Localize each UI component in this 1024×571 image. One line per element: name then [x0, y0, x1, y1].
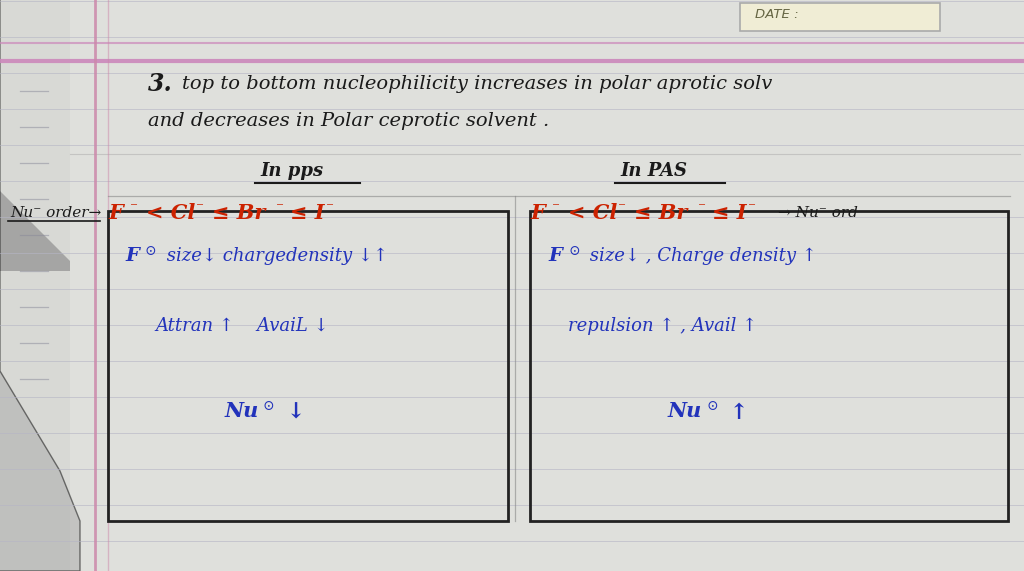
Text: ≤ I: ≤ I — [712, 203, 746, 223]
Text: In pps: In pps — [260, 162, 324, 180]
Text: repulsion ↑ , Avail ↑: repulsion ↑ , Avail ↑ — [568, 317, 758, 335]
Polygon shape — [0, 0, 80, 271]
Text: ↓: ↓ — [279, 402, 305, 424]
Bar — [108, 211, 508, 521]
Text: DATE :: DATE : — [755, 7, 799, 21]
Bar — [740, 3, 940, 31]
Text: < Cl: < Cl — [146, 203, 196, 223]
Text: ≤ Br: ≤ Br — [212, 203, 265, 223]
Text: In PAS: In PAS — [620, 162, 687, 180]
Text: ⁻: ⁻ — [618, 202, 626, 216]
Text: F: F — [108, 203, 123, 223]
Text: ⁻: ⁻ — [748, 202, 756, 216]
Text: < Cl: < Cl — [568, 203, 617, 223]
Text: ⊙: ⊙ — [263, 399, 274, 413]
Text: size↓ , Charge density ↑: size↓ , Charge density ↑ — [584, 247, 817, 265]
Text: and decreases in Polar ceprotic solvent .: and decreases in Polar ceprotic solvent … — [148, 112, 549, 130]
Text: F: F — [125, 247, 139, 265]
Text: ↑: ↑ — [722, 402, 749, 424]
Text: ⁻: ⁻ — [552, 202, 560, 216]
Text: ⁻: ⁻ — [196, 202, 204, 216]
Text: ⁻: ⁻ — [276, 202, 284, 216]
Text: ⁻: ⁻ — [130, 202, 138, 216]
Text: ≤ I: ≤ I — [290, 203, 325, 223]
Text: ⊙: ⊙ — [568, 244, 580, 258]
Text: Nu: Nu — [225, 401, 259, 421]
Text: F: F — [530, 203, 545, 223]
Text: ≤ Br: ≤ Br — [634, 203, 687, 223]
PathPatch shape — [0, 0, 80, 571]
Text: Attran ↑    AvaiL ↓: Attran ↑ AvaiL ↓ — [155, 317, 329, 335]
Text: 3.: 3. — [148, 72, 173, 96]
Text: size↓ chargedensity ↓↑: size↓ chargedensity ↓↑ — [161, 247, 388, 265]
Text: ⁻: ⁻ — [326, 202, 334, 216]
Bar — [530, 211, 1008, 521]
Text: Nu: Nu — [668, 401, 702, 421]
Text: F: F — [548, 247, 562, 265]
Text: ⊙: ⊙ — [145, 244, 157, 258]
Text: Nu⁻ order→: Nu⁻ order→ — [10, 206, 101, 220]
Text: → Nu⁻ ord: → Nu⁻ ord — [778, 206, 858, 220]
Text: ⁻: ⁻ — [698, 202, 706, 216]
Text: top to bottom nucleophilicity increases in polar aprotic solv: top to bottom nucleophilicity increases … — [182, 75, 772, 93]
Text: ⊙: ⊙ — [706, 399, 718, 413]
